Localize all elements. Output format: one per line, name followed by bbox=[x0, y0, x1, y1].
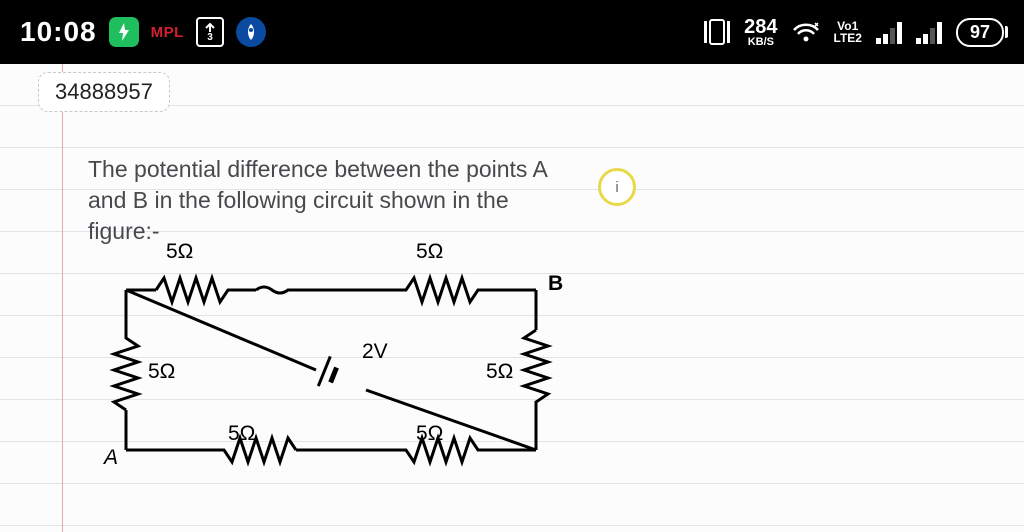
status-bar: 10:08 MPL 3 284 KB/S Vo1 bbox=[0, 0, 1024, 64]
app-round-icon bbox=[236, 17, 266, 47]
vibrate-icon bbox=[704, 19, 730, 45]
mpl-icon: MPL bbox=[151, 24, 184, 41]
volte-indicator: Vo1 LTE2 bbox=[834, 20, 862, 44]
label-r-top-left: 5Ω bbox=[166, 240, 193, 264]
battery-indicator: 97 bbox=[956, 18, 1004, 47]
label-r-bottom-left: 5Ω bbox=[228, 422, 255, 446]
question-line-2: and B in the following circuit shown in … bbox=[88, 187, 509, 213]
circuit-diagram: 5Ω 5Ω 5Ω 5Ω 5Ω 5Ω 2V A B bbox=[106, 250, 596, 480]
info-badge[interactable]: i bbox=[598, 168, 636, 206]
label-node-b: B bbox=[548, 272, 563, 296]
net-speed: 284 KB/S bbox=[744, 17, 777, 48]
clock: 10:08 bbox=[20, 16, 97, 48]
status-left: 10:08 MPL 3 bbox=[20, 16, 266, 48]
question-line-3: figure:- bbox=[88, 218, 160, 244]
label-node-a: A bbox=[104, 446, 118, 470]
signal-icon-1 bbox=[876, 20, 902, 44]
svg-text:3: 3 bbox=[207, 32, 213, 42]
page-content: 34888957 The potential difference betwee… bbox=[0, 64, 1024, 532]
net-speed-value: 284 bbox=[744, 17, 777, 37]
label-r-right: 5Ω bbox=[486, 360, 513, 384]
signal-icon-2 bbox=[916, 20, 942, 44]
label-r-left: 5Ω bbox=[148, 360, 175, 384]
label-r-bottom-right: 5Ω bbox=[416, 422, 443, 446]
question-block: The potential difference between the poi… bbox=[88, 154, 984, 247]
net-speed-unit: KB/S bbox=[744, 37, 777, 48]
wifi-icon bbox=[792, 20, 820, 44]
question-line-1: The potential difference between the poi… bbox=[88, 156, 548, 182]
app-box-icon: 3 bbox=[196, 17, 224, 47]
label-emf: 2V bbox=[362, 340, 388, 364]
question-text: The potential difference between the poi… bbox=[88, 154, 648, 247]
charging-icon bbox=[109, 17, 139, 47]
question-id-chip[interactable]: 34888957 bbox=[38, 72, 170, 112]
label-r-top-right: 5Ω bbox=[416, 240, 443, 264]
margin-line bbox=[62, 64, 63, 532]
volte-bot: LTE2 bbox=[834, 32, 862, 44]
status-right: 284 KB/S Vo1 LTE2 97 bbox=[704, 17, 1004, 48]
